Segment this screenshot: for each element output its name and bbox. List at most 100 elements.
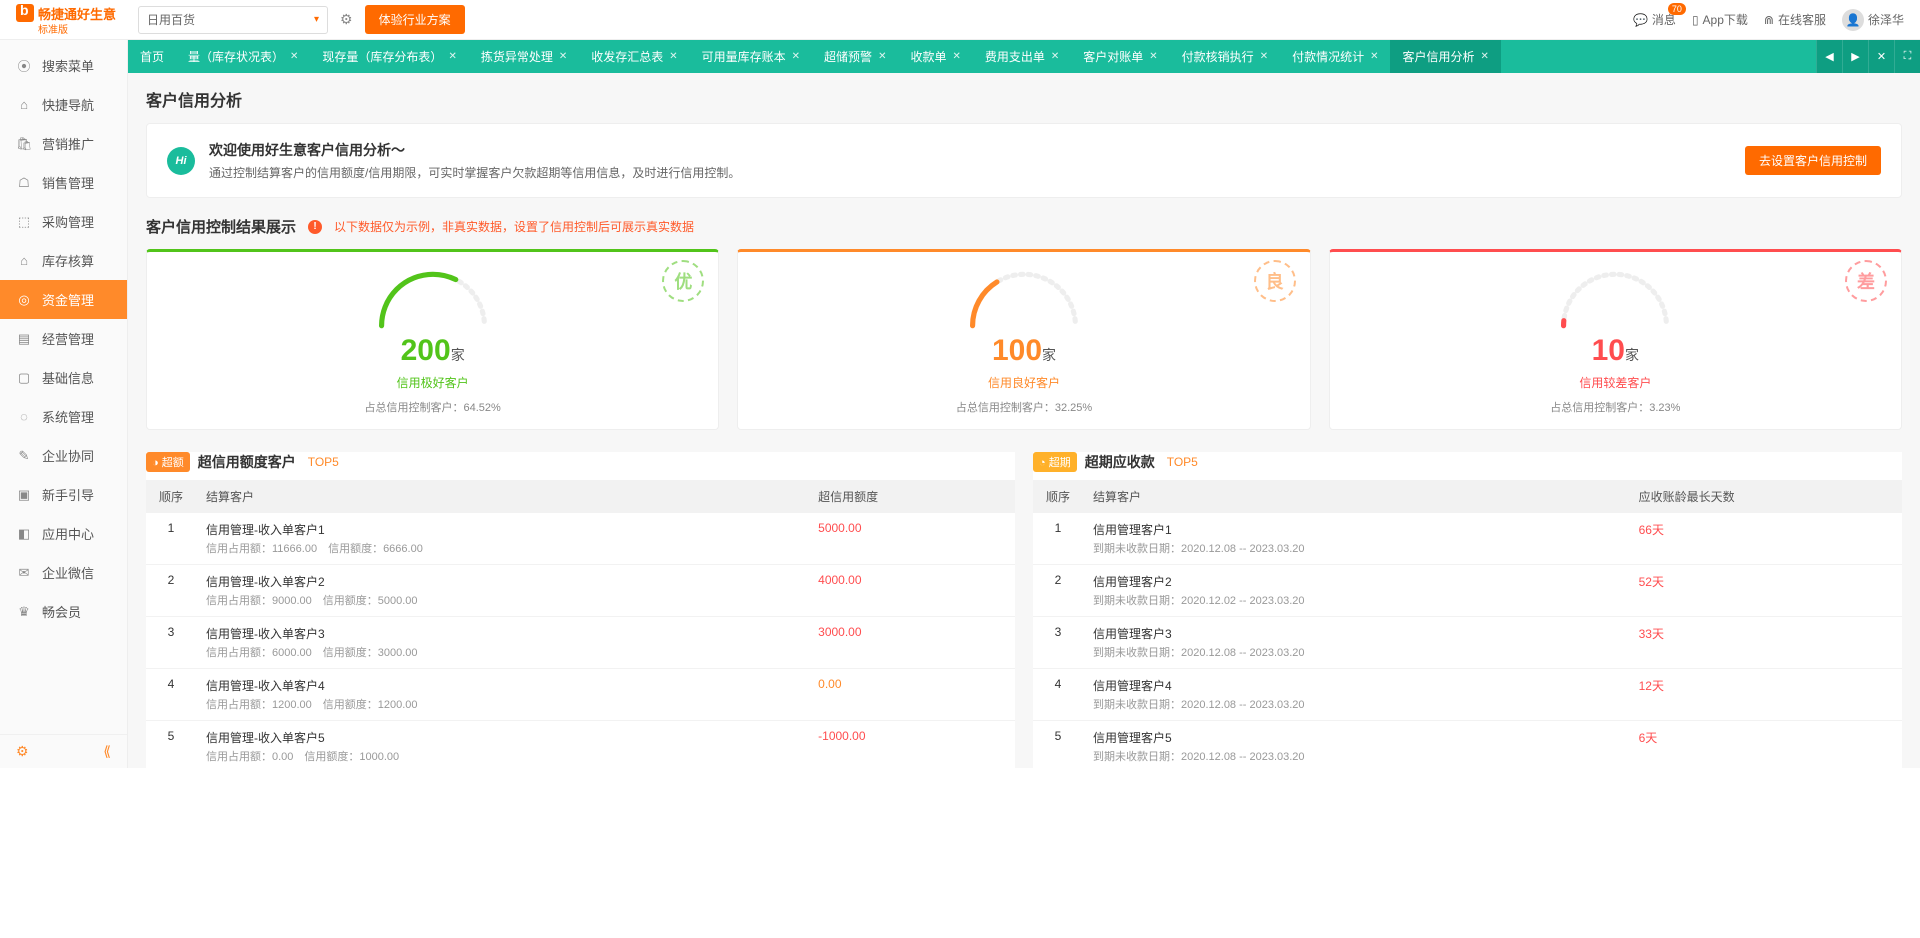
credit-unit: 家 bbox=[1042, 347, 1056, 363]
tab-close-icon[interactable]: ✕ bbox=[1260, 51, 1268, 62]
sidebar-item-icon: ✎ bbox=[16, 448, 32, 464]
credit-label: 信用极好客户 bbox=[159, 374, 706, 391]
tab-close-icon[interactable]: ✕ bbox=[290, 51, 298, 62]
sidebar-item-6[interactable]: ◎资金管理 bbox=[0, 280, 127, 319]
sidebar-item-14[interactable]: ♛畅会员 bbox=[0, 592, 127, 631]
tab-label: 超储预警 bbox=[824, 48, 872, 65]
gear-icon[interactable]: ⚙ bbox=[340, 11, 353, 28]
over-credit-top5: TOP5 bbox=[308, 455, 339, 469]
sidebar-item-label: 销售管理 bbox=[42, 173, 94, 192]
tab-close-icon[interactable]: ✕ bbox=[1370, 51, 1378, 62]
table-row[interactable]: 4信用管理-收入单客户4信用占用额：1200.00 信用额度：1200.000.… bbox=[146, 669, 1015, 721]
banner-title: 欢迎使用好生意客户信用分析～ bbox=[209, 140, 740, 160]
message-icon: 💬 bbox=[1633, 13, 1648, 27]
table-row[interactable]: 5信用管理-收入单客户5信用占用额：0.00 信用额度：1000.00-1000… bbox=[146, 721, 1015, 768]
sidebar-item-11[interactable]: ▣新手引导 bbox=[0, 475, 127, 514]
sidebar-item-13[interactable]: ✉企业微信 bbox=[0, 553, 127, 592]
credit-unit: 家 bbox=[451, 347, 465, 363]
sidebar-item-7[interactable]: ▤经营管理 bbox=[0, 319, 127, 358]
user-name: 徐泽华 bbox=[1868, 11, 1904, 28]
tab-12[interactable]: 客户信用分析 ✕ bbox=[1390, 40, 1500, 73]
messages-link[interactable]: 💬 消息 70 bbox=[1633, 11, 1676, 28]
sidebar-settings-icon[interactable]: ⚙ bbox=[16, 743, 29, 760]
row-index: 5 bbox=[1033, 721, 1083, 768]
table-row[interactable]: 1信用管理客户1到期未收款日期：2020.12.08 -- 2023.03.20… bbox=[1033, 513, 1902, 565]
sidebar-item-label: 企业微信 bbox=[42, 563, 94, 582]
sidebar-item-3[interactable]: ☖销售管理 bbox=[0, 163, 127, 202]
tab-close-icon[interactable]: ✕ bbox=[448, 51, 456, 62]
tabs-close-all[interactable]: ✕ bbox=[1868, 40, 1894, 73]
tab-9[interactable]: 客户对账单✕ bbox=[1071, 40, 1169, 73]
banner-desc: 通过控制结算客户的信用额度/信用期限，可实时掌握客户欠款超期等信用信息，及时进行… bbox=[209, 164, 740, 181]
tab-close-icon[interactable]: ✕ bbox=[952, 51, 960, 62]
over-credit-table: ◑ 超额 超信用额度客户 TOP5 顺序结算客户超信用额度 1信用管理-收入单客… bbox=[146, 452, 1015, 768]
tab-7[interactable]: 收款单✕ bbox=[898, 40, 972, 73]
tab-10[interactable]: 付款核销执行✕ bbox=[1170, 40, 1280, 73]
support-link[interactable]: ⋒ 在线客服 bbox=[1764, 11, 1826, 28]
row-index: 4 bbox=[1033, 669, 1083, 721]
tab-5[interactable]: 可用量库存账本✕ bbox=[690, 40, 812, 73]
table-row[interactable]: 2信用管理客户2到期未收款日期：2020.12.02 -- 2023.03.20… bbox=[1033, 565, 1902, 617]
sidebar-item-label: 系统管理 bbox=[42, 407, 94, 426]
tab-close-icon[interactable]: ✕ bbox=[1149, 51, 1157, 62]
sidebar-item-5[interactable]: ⌂库存核算 bbox=[0, 241, 127, 280]
row-customer: 信用管理客户5到期未收款日期：2020.12.08 -- 2023.03.20 bbox=[1083, 721, 1629, 768]
logo-icon bbox=[16, 4, 34, 22]
tab-4[interactable]: 收发存汇总表✕ bbox=[579, 40, 689, 73]
app-download-link[interactable]: ▯ App下载 bbox=[1692, 11, 1748, 28]
tab-close-icon[interactable]: ✕ bbox=[1481, 51, 1489, 62]
table-row[interactable]: 3信用管理-收入单客户3信用占用额：6000.00 信用额度：3000.0030… bbox=[146, 617, 1015, 669]
row-index: 2 bbox=[146, 565, 196, 617]
sidebar-item-label: 畅会员 bbox=[42, 602, 81, 621]
sidebar-collapse-icon[interactable]: ⟪ bbox=[103, 743, 111, 760]
row-customer: 信用管理客户4到期未收款日期：2020.12.08 -- 2023.03.20 bbox=[1083, 669, 1629, 721]
sidebar-item-1[interactable]: ⌂快捷导航 bbox=[0, 85, 127, 124]
table-row[interactable]: 3信用管理客户3到期未收款日期：2020.12.08 -- 2023.03.20… bbox=[1033, 617, 1902, 669]
overdue-badge: ◔ 超期 bbox=[1033, 452, 1077, 472]
sidebar-item-4[interactable]: ⬚采购管理 bbox=[0, 202, 127, 241]
tab-6[interactable]: 超储预警 ✕ bbox=[812, 40, 898, 73]
tabs-next[interactable]: ▶ bbox=[1842, 40, 1868, 73]
tab-close-icon[interactable]: ✕ bbox=[878, 51, 886, 62]
tab-label: 费用支出单 bbox=[985, 48, 1045, 65]
tab-3[interactable]: 拣货异常处理✕ bbox=[469, 40, 579, 73]
sidebar-item-9[interactable]: ◌系统管理 bbox=[0, 397, 127, 436]
warning-text: 以下数据仅为示例，非真实数据，设置了信用控制后可展示真实数据 bbox=[334, 218, 694, 235]
sidebar-item-icon: ◧ bbox=[16, 526, 32, 542]
credit-count: 10 bbox=[1592, 334, 1625, 368]
tab-label: 客户信用分析 bbox=[1402, 48, 1474, 65]
logo[interactable]: 畅捷通好生意 标准版 bbox=[16, 4, 126, 36]
tab-11[interactable]: 付款情况统计 ✕ bbox=[1280, 40, 1390, 73]
sidebar-item-0[interactable]: ⦿搜索菜单 bbox=[0, 46, 127, 85]
tab-1[interactable]: 量（库存状况表）✕ bbox=[176, 40, 310, 73]
tab-0[interactable]: 首页 bbox=[128, 40, 176, 73]
tab-close-icon[interactable]: ✕ bbox=[792, 51, 800, 62]
sidebar-item-2[interactable]: 🛍营销推广 bbox=[0, 124, 127, 163]
table-row[interactable]: 4信用管理客户4到期未收款日期：2020.12.08 -- 2023.03.20… bbox=[1033, 669, 1902, 721]
user-menu[interactable]: 👤 徐泽华 bbox=[1842, 9, 1904, 31]
sidebar-item-10[interactable]: ✎企业协同 bbox=[0, 436, 127, 475]
sidebar-item-8[interactable]: ▢基础信息 bbox=[0, 358, 127, 397]
tab-close-icon[interactable]: ✕ bbox=[559, 51, 567, 62]
top-header: 畅捷通好生意 标准版 日用百货 ▾ ⚙ 体验行业方案 💬 消息 70 ▯ App… bbox=[0, 0, 1920, 40]
app-download-label: App下载 bbox=[1703, 11, 1748, 28]
table-row[interactable]: 2信用管理-收入单客户2信用占用额：9000.00 信用额度：5000.0040… bbox=[146, 565, 1015, 617]
row-index: 5 bbox=[146, 721, 196, 768]
tab-2[interactable]: 现存量（库存分布表）✕ bbox=[310, 40, 468, 73]
sidebar-item-12[interactable]: ◧应用中心 bbox=[0, 514, 127, 553]
row-index: 1 bbox=[1033, 513, 1083, 565]
messages-count: 70 bbox=[1668, 3, 1686, 15]
table-row[interactable]: 5信用管理客户5到期未收款日期：2020.12.08 -- 2023.03.20… bbox=[1033, 721, 1902, 768]
table-row[interactable]: 1信用管理-收入单客户1信用占用额：11666.00 信用额度：6666.005… bbox=[146, 513, 1015, 565]
category-dropdown[interactable]: 日用百货 ▾ bbox=[138, 6, 328, 34]
goto-credit-settings-button[interactable]: 去设置客户信用控制 bbox=[1745, 146, 1881, 175]
tab-label: 付款情况统计 bbox=[1292, 48, 1364, 65]
try-industry-button[interactable]: 体验行业方案 bbox=[365, 5, 465, 34]
tabs-fullscreen[interactable]: ⛶ bbox=[1894, 40, 1920, 73]
tab-close-icon[interactable]: ✕ bbox=[1051, 51, 1059, 62]
overdue-top5: TOP5 bbox=[1167, 455, 1198, 469]
tabs-prev[interactable]: ◀ bbox=[1816, 40, 1842, 73]
tab-8[interactable]: 费用支出单 ✕ bbox=[973, 40, 1071, 73]
tab-close-icon[interactable]: ✕ bbox=[669, 51, 677, 62]
row-customer: 信用管理-收入单客户1信用占用额：11666.00 信用额度：6666.00 bbox=[196, 513, 808, 565]
